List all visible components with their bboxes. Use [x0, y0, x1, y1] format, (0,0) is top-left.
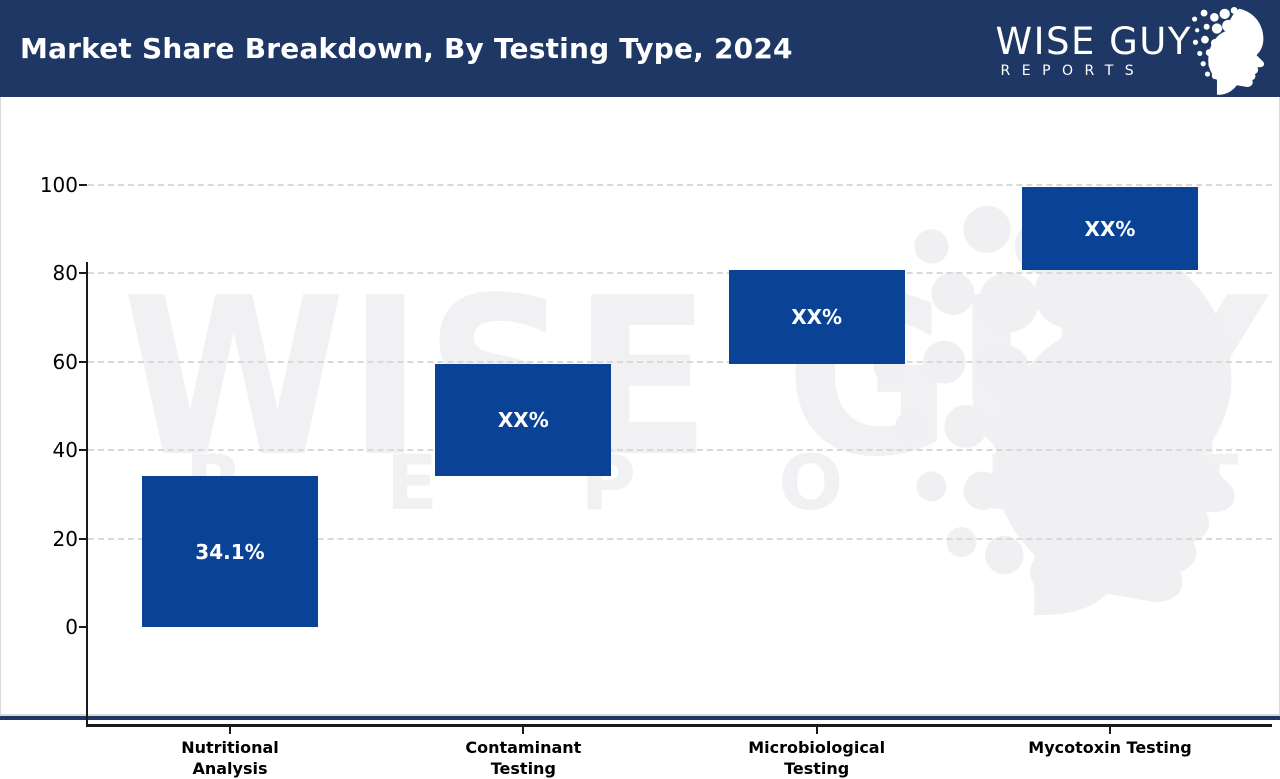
- y-tick-mark: [79, 449, 87, 452]
- x-category-label: Microbiological Testing: [748, 738, 886, 778]
- gridline: [88, 360, 1272, 363]
- x-tick-mark: [1108, 727, 1111, 734]
- wiseguy-logo: WISE GUY REPORTS: [996, 4, 1272, 96]
- gridline: [88, 272, 1272, 275]
- y-tick-label: 40: [52, 438, 78, 463]
- bar-value-label: 34.1%: [195, 539, 265, 564]
- x-category-label: Mycotoxin Testing: [1028, 738, 1192, 757]
- y-tick-label: 80: [52, 261, 78, 286]
- y-tick-label: 100: [39, 173, 78, 197]
- footer-accent-bar: [0, 716, 1280, 720]
- y-tick-mark: [79, 360, 87, 363]
- x-category-label: Contaminant Testing: [465, 738, 582, 778]
- y-tick-mark: [79, 184, 87, 186]
- logo-wordmark-line1: WISE GUY: [995, 19, 1192, 63]
- y-tick-mark: [79, 626, 87, 628]
- bar-value-label: XX%: [1084, 216, 1136, 241]
- bar-value-label: XX%: [791, 305, 843, 330]
- logo-head-icon: [1192, 7, 1265, 95]
- bar-segment: [728, 270, 905, 364]
- gridline: [88, 449, 1272, 452]
- gridline: [88, 537, 1272, 540]
- header-bar: Market Share Breakdown, By Testing Type,…: [0, 0, 1280, 97]
- y-tick-mark: [79, 272, 87, 275]
- image-border-left: [0, 0, 1, 720]
- bar-segment: [435, 364, 612, 477]
- y-axis-spine: [86, 262, 88, 727]
- y-tick-label: 0: [65, 615, 78, 639]
- logo-wordmark-line2: REPORTS: [1000, 62, 1146, 79]
- x-tick-mark: [522, 727, 525, 734]
- waterfall-chart: 34.1% XX% XX% XX% 0 20 40 60 80 100 Nutritional A…: [0, 97, 1280, 778]
- bar-segment: [1021, 187, 1198, 271]
- bar-value-label: XX%: [497, 408, 549, 433]
- chart-title: Market Share Breakdown, By Testing Type,…: [20, 32, 793, 65]
- logo-wordmark: WISE GUY REPORTS: [995, 19, 1192, 79]
- gridline: [88, 184, 1272, 186]
- image-border-bottom: [0, 714, 1280, 716]
- x-tick-mark: [815, 727, 818, 734]
- x-tick-mark: [229, 727, 231, 734]
- x-category-label: Nutritional Analysis: [181, 738, 279, 778]
- y-tick-label: 60: [52, 349, 78, 374]
- y-tick-mark: [79, 537, 87, 540]
- x-axis-spine: [86, 724, 1272, 727]
- y-tick-label: 20: [52, 526, 78, 551]
- bar-segment: [142, 476, 318, 627]
